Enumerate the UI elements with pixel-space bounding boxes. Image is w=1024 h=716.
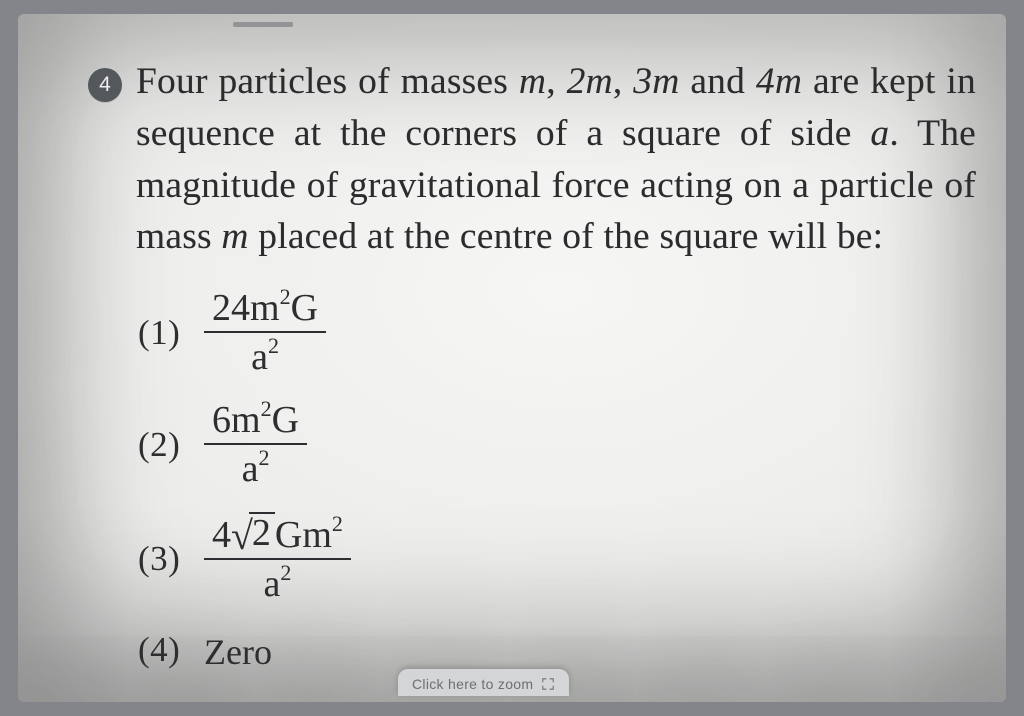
q-sep-1: , xyxy=(546,61,566,102)
q-part-1: Four particles of masses xyxy=(136,61,519,102)
q-sep-2: , xyxy=(613,61,633,102)
var-a: a xyxy=(870,113,889,154)
option-2: (2) 6m2G a2 xyxy=(138,400,838,490)
option-1-label: (1) xyxy=(138,313,204,353)
o3-a: a xyxy=(264,563,281,605)
o2-coeff: 6 xyxy=(212,399,231,441)
option-1: (1) 24m2G a2 xyxy=(138,288,838,378)
o2-a: a xyxy=(242,448,259,490)
option-3-expression: 4√2Gm2 a2 xyxy=(204,512,351,605)
o3-G: G xyxy=(275,514,302,556)
option-3-label: (3) xyxy=(138,539,204,579)
var-m-2: m xyxy=(221,216,248,257)
o2-m: m xyxy=(231,399,261,441)
o3-coeff: 4 xyxy=(212,514,231,556)
o2-G: G xyxy=(272,399,299,441)
header-mark xyxy=(233,22,293,27)
option-3: (3) 4√2Gm2 a2 xyxy=(138,512,838,605)
var-4m: 4m xyxy=(756,61,802,102)
option-4-label: (4) xyxy=(138,630,204,670)
option-2-expression: 6m2G a2 xyxy=(204,400,307,490)
textbook-page-photo: 4 Four particles of masses m, 2m, 3m and… xyxy=(18,14,1006,702)
question-number-bullet: 4 xyxy=(88,68,122,102)
o1-coeff: 24 xyxy=(212,287,250,329)
zoom-button[interactable]: Click here to zoom xyxy=(398,669,569,696)
option-4-text: Zero xyxy=(204,627,272,673)
o1-G: G xyxy=(291,287,318,329)
zoom-label: Click here to zoom xyxy=(412,676,533,692)
option-list: (1) 24m2G a2 (2) 6m2G a2 ( xyxy=(138,288,838,695)
o3-sqrt: √2 xyxy=(231,512,275,555)
var-m: m xyxy=(519,61,546,102)
expand-icon xyxy=(541,677,555,691)
var-3m: 3m xyxy=(633,61,679,102)
o1-m: m xyxy=(250,287,280,329)
o1-a: a xyxy=(251,336,268,378)
o3-m: m xyxy=(302,514,332,556)
q-part-4: placed at the centre of the square will … xyxy=(249,216,884,257)
option-4: (4) Zero xyxy=(138,627,838,673)
question-text: Four particles of masses m, 2m, 3m and 4… xyxy=(136,56,976,263)
option-2-label: (2) xyxy=(138,425,204,465)
var-2m: 2m xyxy=(567,61,613,102)
q-sep-3: and xyxy=(680,61,756,102)
option-1-expression: 24m2G a2 xyxy=(204,288,326,378)
